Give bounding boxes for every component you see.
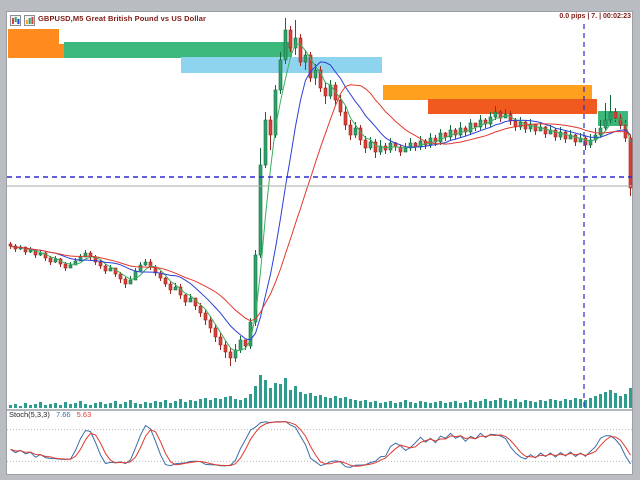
indicator-icon[interactable] [24, 13, 35, 26]
session-box-red [428, 99, 597, 114]
stoch-signal-line [10, 421, 631, 467]
stoch-name: Stoch(5,3,3) [9, 410, 50, 419]
spread-timer-info: 0.0 pips | 7. | 00:02:23 [559, 13, 631, 20]
ma-slow-red [10, 84, 631, 322]
session-box-orange-3 [383, 85, 592, 100]
session-box-orange-1 [8, 29, 59, 44]
session-boxes [8, 29, 628, 126]
session-box-green-1 [64, 42, 292, 58]
stoch-indicator-label: Stoch(5,3,3) 7.66 5.63 [9, 410, 95, 419]
chart-object-lines [7, 24, 632, 409]
stoch-main-line [10, 420, 631, 468]
candles [8, 18, 633, 366]
moving-averages [10, 43, 631, 352]
volume-bars [9, 375, 632, 408]
session-box-green-2 [598, 111, 628, 126]
ma-medium-blue [10, 61, 631, 341]
stochastic [6, 409, 633, 468]
chart-title-row: GBPUSD,M5 Great British Pound vs US Doll… [10, 13, 206, 26]
symbol-icon[interactable] [10, 13, 21, 26]
chart-title: GBPUSD,M5 Great British Pound vs US Doll… [38, 14, 206, 23]
stoch-signal-value: 5.63 [76, 410, 92, 419]
stoch-main-value: 7.66 [55, 410, 71, 419]
